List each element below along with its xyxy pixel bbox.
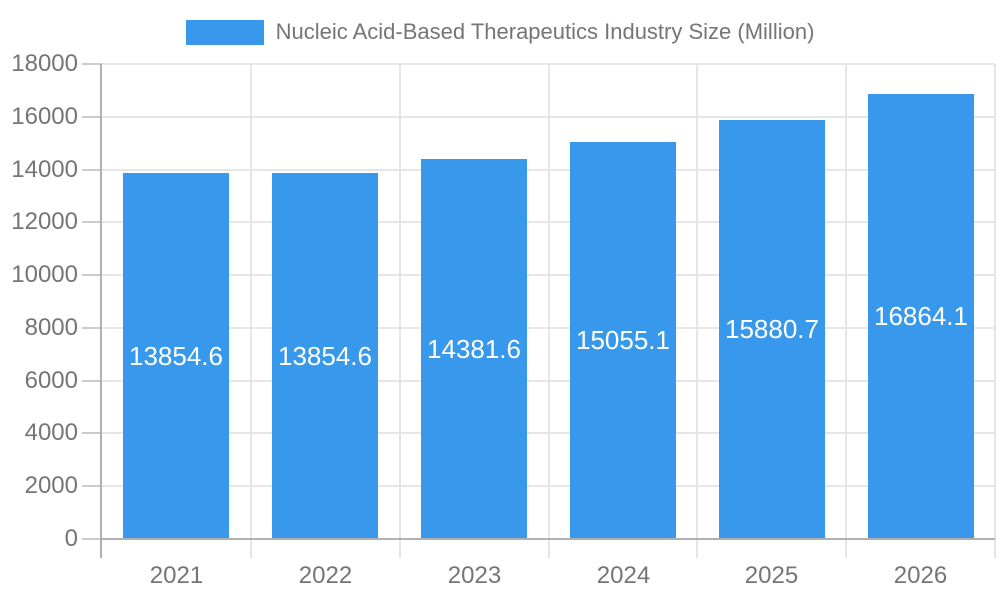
v-gridline bbox=[548, 64, 550, 558]
y-axis-label: 12000 bbox=[11, 208, 78, 235]
y-axis-label: 14000 bbox=[11, 156, 78, 183]
bar-2025[interactable]: 15880.7 bbox=[719, 120, 825, 539]
x-axis-label: 2026 bbox=[893, 562, 948, 589]
y-axis-tick bbox=[82, 274, 102, 276]
chart-legend[interactable]: Nucleic Acid-Based Therapeutics Industry… bbox=[0, 19, 1000, 45]
bar-2023[interactable]: 14381.6 bbox=[421, 159, 527, 539]
x-axis-label: 2024 bbox=[596, 562, 651, 589]
y-axis-label: 2000 bbox=[24, 472, 78, 499]
y-axis-tick bbox=[82, 327, 102, 329]
v-gridline bbox=[994, 64, 996, 558]
y-axis-label: 10000 bbox=[11, 261, 78, 288]
bar-2022[interactable]: 13854.6 bbox=[272, 173, 378, 539]
y-axis-tick bbox=[82, 221, 102, 223]
legend-label: Nucleic Acid-Based Therapeutics Industry… bbox=[275, 19, 815, 44]
y-axis-tick bbox=[82, 380, 102, 382]
bar-value-label: 14381.6 bbox=[427, 333, 521, 364]
v-gridline bbox=[250, 64, 252, 558]
y-axis-label: 16000 bbox=[11, 103, 78, 130]
y-axis-tick bbox=[82, 63, 102, 65]
y-axis-label: 4000 bbox=[24, 419, 78, 446]
bar-value-label: 15055.1 bbox=[576, 325, 670, 355]
bar-value-label: 15880.7 bbox=[725, 314, 819, 344]
x-axis-label: 2022 bbox=[298, 562, 353, 589]
plot-area: 0 2000 4000 6000 8000 10000 12000 14000 16000 180… bbox=[11, 50, 996, 589]
x-axis-label: 2025 bbox=[744, 562, 799, 589]
y-axis-tick bbox=[82, 116, 102, 118]
bar-value-label: 13854.6 bbox=[278, 340, 372, 371]
bar-2021[interactable]: 13854.6 bbox=[123, 173, 229, 539]
legend-swatch-icon bbox=[185, 19, 264, 45]
y-axis-label: 6000 bbox=[24, 367, 78, 394]
v-gridline bbox=[399, 64, 401, 558]
bar-2024[interactable]: 15055.1 bbox=[570, 142, 676, 539]
y-axis-label: 18000 bbox=[11, 50, 78, 77]
y-axis-label: 0 bbox=[64, 525, 78, 552]
x-axis-label: 2021 bbox=[149, 562, 204, 589]
y-axis-tick bbox=[82, 538, 102, 540]
bar-2026[interactable]: 16864.1 bbox=[868, 94, 974, 539]
x-axis-line bbox=[100, 538, 995, 540]
y-axis-line bbox=[100, 64, 102, 558]
v-gridline bbox=[696, 64, 698, 558]
y-axis-label: 8000 bbox=[24, 314, 78, 341]
x-axis-label: 2023 bbox=[447, 562, 502, 589]
y-axis-tick bbox=[82, 169, 102, 171]
bar-value-label: 13854.6 bbox=[129, 340, 223, 371]
v-gridline bbox=[845, 64, 847, 558]
bar-value-label: 16864.1 bbox=[874, 301, 968, 331]
y-axis-tick bbox=[82, 432, 102, 434]
y-axis-tick bbox=[82, 485, 102, 487]
